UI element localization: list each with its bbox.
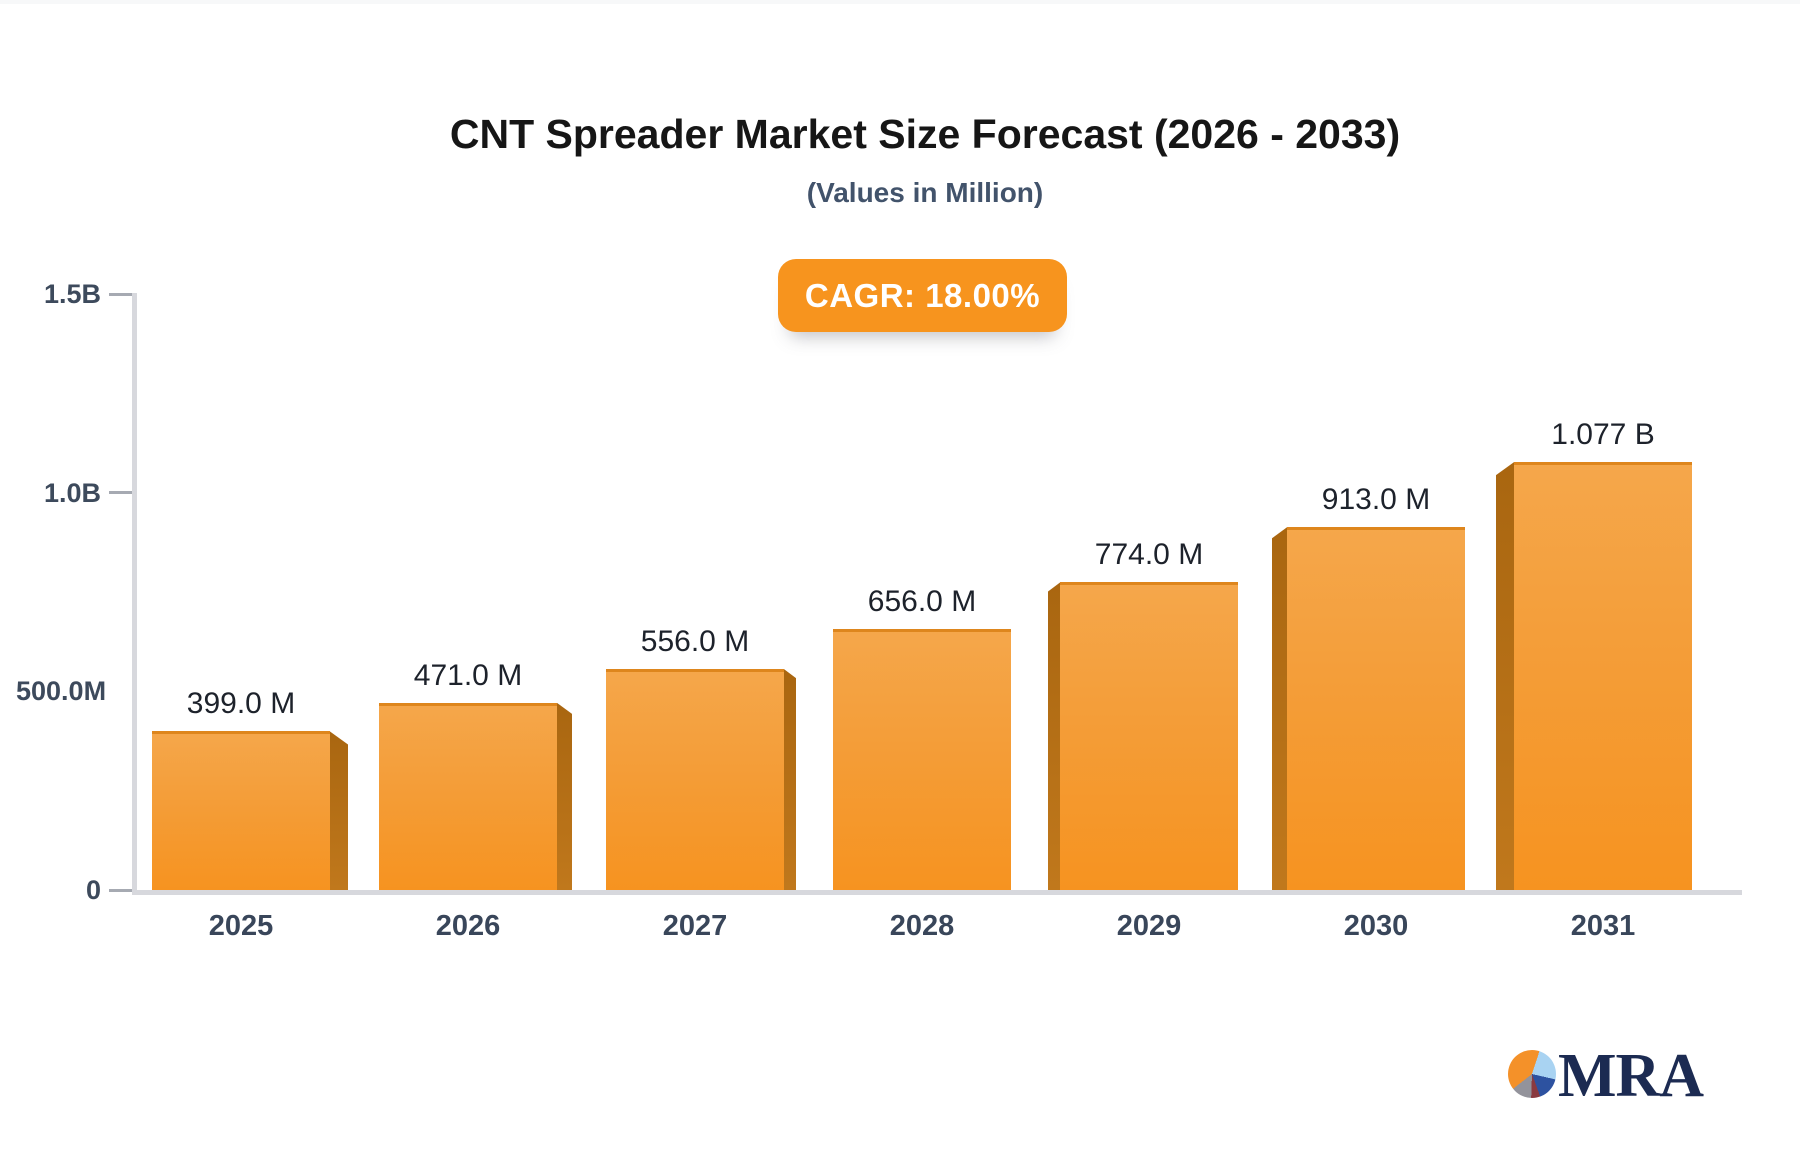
y-axis-tick-label: 0 bbox=[85, 875, 101, 905]
bar-3d-side bbox=[330, 731, 348, 890]
bar-3d-side bbox=[557, 702, 572, 890]
y-axis-tick-mark bbox=[109, 888, 132, 892]
bar-2029 bbox=[1060, 582, 1238, 890]
bar-value-label: 1.077 B bbox=[1551, 418, 1655, 452]
bar-2031 bbox=[1514, 462, 1692, 890]
cagr-badge: CAGR: 18.00% bbox=[778, 259, 1067, 332]
y-axis-tick-label: 1.5B bbox=[43, 279, 101, 310]
bar-value-label: 774.0 M bbox=[1094, 538, 1204, 572]
bar-value-label: 471.0 M bbox=[413, 658, 523, 692]
x-axis-category-label: 2027 bbox=[662, 910, 728, 942]
bar-2027 bbox=[606, 669, 784, 890]
mra-logo: MRA bbox=[1504, 1040, 1724, 1116]
bar-3d-side bbox=[1272, 527, 1287, 890]
bar-2028 bbox=[833, 629, 1011, 890]
bar-value-label: 399.0 M bbox=[186, 687, 296, 721]
bar-value-label: 556.0 M bbox=[640, 625, 750, 659]
y-axis-tick-mark bbox=[109, 292, 132, 296]
x-axis-category-label: 2025 bbox=[208, 910, 274, 942]
x-axis-category-label: 2030 bbox=[1343, 910, 1409, 942]
y-axis-tick-label: 1.0B bbox=[43, 477, 101, 508]
x-axis-category-label: 2028 bbox=[889, 910, 955, 942]
bar-2026 bbox=[379, 702, 557, 890]
bar-2025 bbox=[152, 731, 330, 890]
y-axis-tick-mark bbox=[109, 491, 132, 495]
y-axis-line bbox=[132, 293, 137, 895]
chart-subtitle: (Values in Million) bbox=[806, 177, 1044, 208]
bar-3d-side bbox=[784, 669, 796, 890]
x-axis-baseline bbox=[132, 890, 1742, 895]
bar-3d-side bbox=[1496, 462, 1514, 890]
bar-2030 bbox=[1287, 527, 1465, 890]
mra-logo-text: MRA bbox=[1558, 1042, 1704, 1110]
pie-chart-logo-icon bbox=[1508, 1050, 1556, 1098]
x-axis-category-label: 2031 bbox=[1570, 910, 1636, 942]
x-axis-category-label: 2029 bbox=[1116, 910, 1182, 942]
bar-value-label: 656.0 M bbox=[867, 585, 977, 619]
bar-value-label: 913.0 M bbox=[1321, 483, 1431, 517]
y-axis-tick-label: 500.0M bbox=[16, 676, 107, 707]
x-axis-category-label: 2026 bbox=[435, 910, 501, 942]
bar-3d-side bbox=[1048, 582, 1060, 890]
chart-title: CNT Spreader Market Size Forecast (2026 … bbox=[449, 111, 1401, 157]
